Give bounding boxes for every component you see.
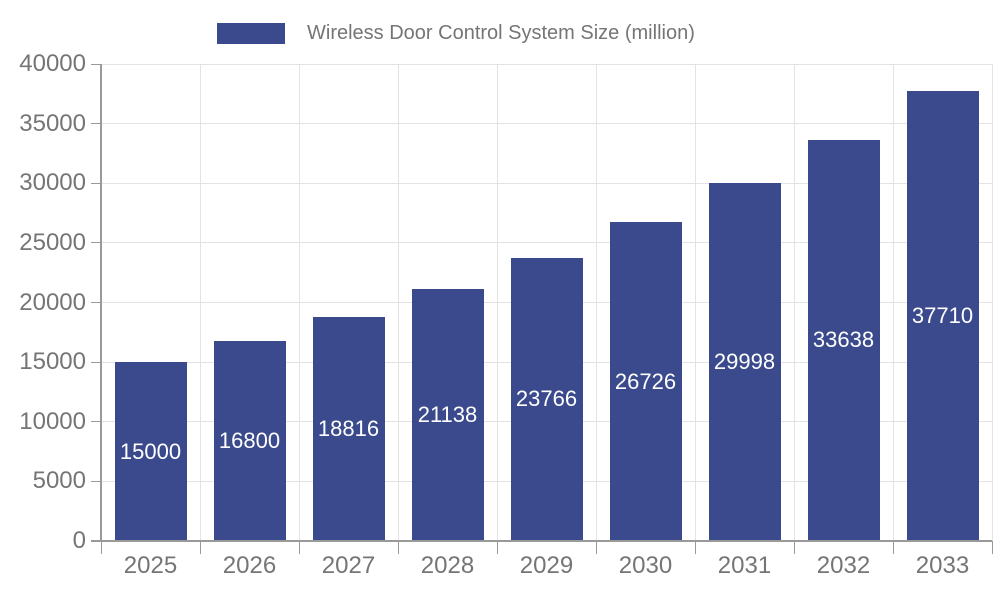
x-tick [892, 541, 894, 554]
y-tick [91, 123, 101, 125]
x-tick-label: 2027 [321, 552, 376, 579]
y-tick-label: 20000 [19, 288, 86, 316]
x-tick-label: 2032 [816, 552, 871, 579]
x-tick-label: 2028 [420, 552, 475, 579]
bar [312, 316, 385, 541]
gridline-vertical [694, 64, 696, 541]
y-tick-label: 35000 [19, 109, 86, 137]
bar-value-label: 23766 [515, 386, 578, 412]
bar-value-label: 33638 [812, 327, 875, 353]
bar [114, 362, 187, 541]
y-tick [91, 302, 101, 303]
x-tick [496, 541, 498, 554]
y-tick-label: 15000 [19, 348, 86, 376]
x-tick [298, 541, 300, 554]
y-tick-label: 5000 [32, 467, 86, 495]
bar-value-label: 15000 [119, 438, 182, 464]
y-tick-label: 30000 [19, 169, 86, 197]
x-tick [793, 541, 795, 554]
x-tick-label: 2029 [519, 552, 574, 579]
x-tick [199, 541, 201, 554]
gridline-vertical [496, 64, 498, 541]
x-tick-label: 2025 [123, 552, 178, 579]
x-tick-label: 2030 [618, 552, 673, 579]
bar [411, 288, 484, 541]
gridline-vertical [892, 64, 894, 541]
y-tick-label: 0 [72, 527, 86, 554]
y-tick [91, 242, 101, 244]
y-axis-line [100, 64, 102, 541]
y-tick [91, 361, 101, 363]
x-tick [397, 541, 399, 554]
gridline-vertical [991, 64, 993, 541]
bar [213, 340, 286, 541]
bar [708, 183, 781, 541]
x-tick-label: 2033 [915, 552, 970, 579]
bar-value-label: 26726 [614, 368, 677, 394]
bar-value-label: 18816 [317, 415, 380, 441]
x-tick [991, 541, 993, 554]
y-tick-label: 25000 [19, 228, 86, 256]
y-tick [91, 63, 101, 65]
gridline-vertical [397, 64, 399, 541]
gridline-vertical [595, 64, 597, 541]
y-tick-label: 10000 [19, 407, 86, 435]
x-tick [100, 541, 102, 554]
bar-value-label: 21138 [417, 401, 478, 427]
gridline-vertical [199, 64, 201, 541]
gridline-vertical [298, 64, 300, 541]
legend: Wireless Door Control System Size (milli… [217, 21, 695, 45]
bar [609, 222, 682, 541]
gridline-vertical [793, 64, 795, 541]
y-tick [91, 480, 101, 482]
bar-value-label: 16800 [218, 427, 281, 453]
x-tick [694, 541, 696, 554]
x-tick [595, 541, 597, 554]
x-axis-line [91, 540, 992, 542]
y-tick [91, 421, 101, 423]
x-tick-label: 2031 [717, 552, 772, 579]
legend-label: Wireless Door Control System Size (milli… [307, 22, 695, 44]
y-tick-label: 40000 [19, 50, 86, 77]
bar-value-label: 37710 [911, 303, 974, 329]
gridline-horizontal [101, 123, 992, 125]
gridline-horizontal [101, 182, 992, 184]
legend-swatch [217, 22, 285, 44]
gridline-horizontal [101, 242, 992, 244]
bar [906, 91, 979, 541]
bar [510, 257, 583, 541]
y-tick [91, 182, 101, 184]
bar-value-label: 29998 [713, 349, 776, 375]
gridline-horizontal [101, 63, 992, 65]
x-tick-label: 2026 [222, 552, 277, 579]
bar [807, 139, 880, 541]
